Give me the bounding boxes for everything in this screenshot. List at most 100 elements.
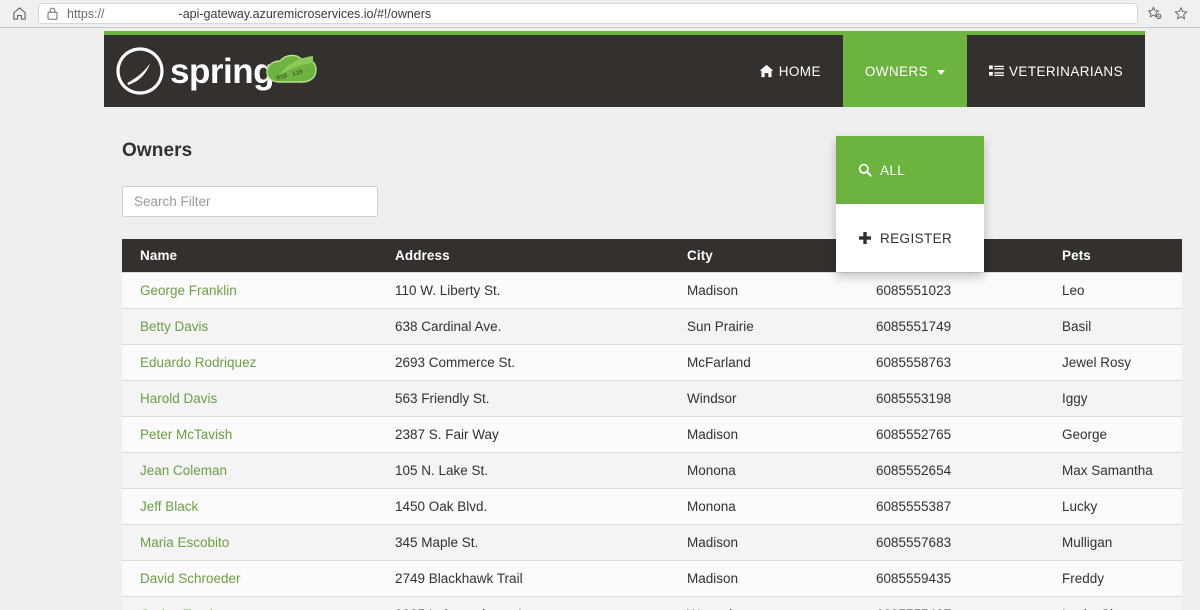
chevron-down-icon: [937, 69, 946, 75]
cell-telephone: 6085558763: [858, 344, 1044, 381]
search-filter-wrap: [122, 186, 1145, 217]
owner-link[interactable]: Eduardo Rodriquez: [140, 355, 257, 370]
cell-name: George Franklin: [122, 272, 377, 309]
table-row: Betty Davis 638 Cardinal Ave. Sun Prairie 6…: [122, 308, 1182, 345]
plus-icon: [858, 231, 872, 245]
table-row: Maria Escobito 345 Maple St. Madison 608555…: [122, 524, 1182, 561]
cell-address: 2749 Blackhawk Trail: [377, 560, 669, 597]
table-row: Carlos Estaban2335 Independence La.Wauna…: [122, 596, 1182, 610]
owner-link[interactable]: David Schroeder: [140, 571, 241, 586]
cell-city: Sun Prairie: [669, 308, 858, 345]
cell-city: McFarland: [669, 344, 858, 381]
home-icon: [759, 64, 774, 78]
url-scheme: https://: [67, 6, 105, 21]
dropdown-item-register[interactable]: REGISTER: [836, 204, 984, 272]
owner-link[interactable]: Maria Escobito: [140, 535, 230, 550]
table-row: Jean Coleman 105 N. Lake St. Monona 6085552…: [122, 452, 1182, 489]
column-header-pets: Pets: [1044, 239, 1182, 273]
cell-city: Madison: [669, 272, 858, 309]
owners-dropdown-menu: ALL REGISTER: [836, 136, 984, 272]
table-row: David Schroeder 2749 Blackhawk Trail Madis…: [122, 560, 1182, 597]
cell-city: Madison: [669, 524, 858, 561]
cell-telephone: 6085555487: [858, 596, 1044, 610]
search-input[interactable]: [122, 186, 378, 217]
site-container: spring 010 110 HOM: [0, 28, 1200, 610]
nav-item-home-label: HOME: [778, 63, 821, 79]
cell-pets: Jewel Rosy: [1044, 344, 1182, 381]
cell-pets: Max Samantha: [1044, 452, 1182, 489]
cell-address: 2387 S. Fair Way: [377, 416, 669, 453]
table-body: George Franklin 110 W. Liberty St. Madison…: [122, 272, 1182, 610]
table-header-row: Name Address City Telephone Pets: [122, 239, 1182, 273]
cell-city: Monona: [669, 488, 858, 525]
cell-address: 1450 Oak Blvd.: [377, 488, 669, 525]
table-row: George Franklin 110 W. Liberty St. Madison…: [122, 272, 1182, 309]
column-header-name: Name: [122, 239, 377, 273]
site-navbar: spring 010 110 HOM: [104, 31, 1145, 107]
column-header-address: Address: [377, 239, 669, 273]
cell-address: 563 Friendly St.: [377, 380, 669, 417]
table-row: Harold Davis 563 Friendly St. Windsor 60855…: [122, 380, 1182, 417]
cell-city: Madison: [669, 560, 858, 597]
cell-telephone: 6085557683: [858, 524, 1044, 561]
cell-name: Carlos Estaban: [122, 596, 377, 610]
nav-item-home[interactable]: HOME: [737, 35, 843, 107]
cell-city: Windsor: [669, 380, 858, 417]
cell-city: Waunakee: [669, 596, 858, 610]
cell-pets: Iggy: [1044, 380, 1182, 417]
search-icon: [858, 163, 872, 177]
list-icon: [989, 64, 1004, 78]
page-viewport: spring 010 110 HOM: [0, 28, 1200, 610]
svg-text:110: 110: [291, 68, 304, 78]
dropdown-item-all[interactable]: ALL: [836, 136, 984, 204]
cell-telephone: 6085559435: [858, 560, 1044, 597]
nav-items: HOME OWNERS VETERINARIANS: [737, 35, 1145, 107]
cell-pets: Leo: [1044, 272, 1182, 309]
owner-link[interactable]: Jeff Black: [140, 499, 199, 514]
owners-table: Name Address City Telephone Pets George …: [122, 239, 1182, 610]
cell-telephone: 6085551749: [858, 308, 1044, 345]
dropdown-item-all-label: ALL: [880, 162, 906, 178]
owner-link[interactable]: Harold Davis: [140, 391, 218, 406]
nav-item-veterinarians-label: VETERINARIANS: [1009, 63, 1123, 79]
cell-pets: George: [1044, 416, 1182, 453]
cell-name: Jean Coleman: [122, 452, 377, 489]
browser-toolbar: https:// -api-gateway.azuremicroservices…: [0, 0, 1200, 28]
cell-name: Harold Davis: [122, 380, 377, 417]
address-bar[interactable]: https:// -api-gateway.azuremicroservices…: [38, 3, 1138, 24]
dropdown-item-register-label: REGISTER: [880, 230, 953, 246]
nav-item-owners-label: OWNERS: [864, 63, 929, 79]
table-row: Peter McTavish 2387 S. Fair Way Madison 608…: [122, 416, 1182, 453]
owner-link[interactable]: Jean Coleman: [140, 463, 228, 478]
cell-telephone: 6085555387: [858, 488, 1044, 525]
cell-address: 2335 Independence La.: [377, 596, 669, 610]
cell-telephone: 6085552654: [858, 452, 1044, 489]
cell-name: Eduardo Rodriquez: [122, 344, 377, 381]
owner-link[interactable]: Peter McTavish: [140, 427, 233, 442]
star-gear-icon[interactable]: [1142, 3, 1168, 25]
owner-link[interactable]: George Franklin: [140, 283, 237, 298]
cell-pets: Basil: [1044, 308, 1182, 345]
home-icon[interactable]: [6, 3, 32, 25]
owner-link[interactable]: Betty Davis: [140, 319, 209, 334]
cell-telephone: 6085553198: [858, 380, 1044, 417]
cell-address: 345 Maple St.: [377, 524, 669, 561]
nav-item-owners[interactable]: OWNERS: [842, 35, 968, 107]
star-icon[interactable]: [1168, 3, 1194, 25]
cell-pets: Lucky: [1044, 488, 1182, 525]
cell-address: 105 N. Lake St.: [377, 452, 669, 489]
nav-item-veterinarians[interactable]: VETERINARIANS: [967, 35, 1145, 107]
owners-table-wrap: Name Address City Telephone Pets George …: [122, 239, 1182, 610]
cell-name: Jeff Black: [122, 488, 377, 525]
brand-logo-link[interactable]: spring 010 110: [108, 43, 325, 99]
cell-pets: Mulligan: [1044, 524, 1182, 561]
table-head: Name Address City Telephone Pets: [122, 239, 1182, 273]
table-row: Jeff Black 1450 Oak Blvd. Monona 6085555387…: [122, 488, 1182, 525]
page-title: Owners: [122, 140, 193, 161]
cell-name: Peter McTavish: [122, 416, 377, 453]
cell-pets: Freddy: [1044, 560, 1182, 597]
cell-address: 2693 Commerce St.: [377, 344, 669, 381]
cell-name: David Schroeder: [122, 560, 377, 597]
lock-icon: [47, 7, 58, 20]
cell-city: Monona: [669, 452, 858, 489]
